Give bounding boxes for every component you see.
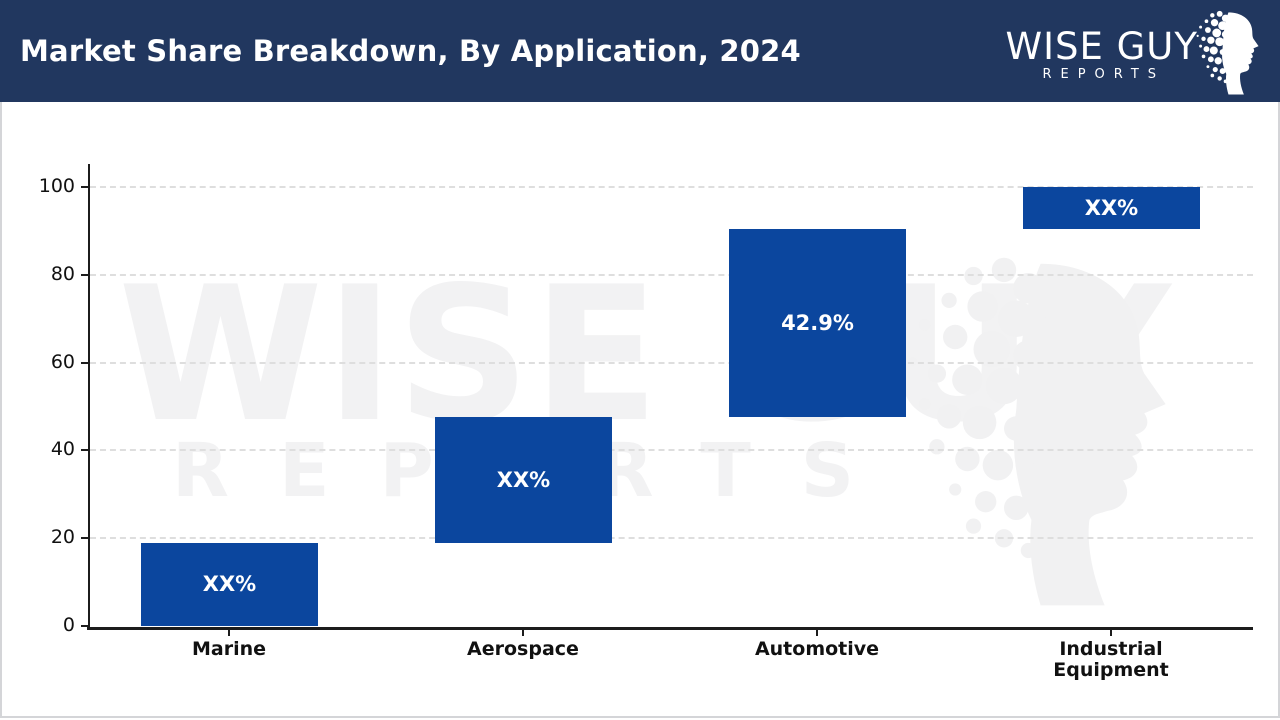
- x-category-label-automotive: Automotive: [754, 638, 880, 660]
- bar-value-label-aerospace: XX%: [496, 467, 551, 492]
- y-tick-100: [81, 186, 88, 188]
- logo-wordmark: WISE GUY: [1005, 25, 1198, 68]
- x-category-label-aerospace: Aerospace: [467, 638, 579, 660]
- x-tick-automotive: [816, 630, 818, 636]
- y-tick-label-40: 40: [50, 438, 75, 461]
- x-category-label-marine: Marine: [191, 638, 267, 660]
- x-tick-industrial-equipment: [1110, 630, 1112, 636]
- y-tick-60: [81, 361, 88, 364]
- bar-value-label-marine: XX%: [202, 572, 257, 597]
- y-tick-label-80: 80: [50, 262, 75, 285]
- y-axis-spine: [88, 164, 90, 630]
- bar-marine: XX%: [141, 542, 318, 626]
- header-bar: Market Share Breakdown, By Application, …: [0, 0, 1280, 102]
- chart-title: Market Share Breakdown, By Application, …: [20, 34, 801, 68]
- x-tick-aerospace: [522, 630, 524, 636]
- dotted-head-icon: [1184, 8, 1270, 96]
- gridline-80: [90, 273, 1253, 276]
- watermark-head-icon: [882, 226, 1187, 631]
- bar-aerospace: XX%: [435, 417, 612, 543]
- x-category-label-industrial-equipment: Industrial Equipment: [1053, 638, 1169, 681]
- gridline-100: [90, 186, 1253, 188]
- y-tick-40: [81, 449, 88, 452]
- y-tick-80: [81, 273, 88, 276]
- y-tick-20: [81, 537, 88, 540]
- y-tick-label-20: 20: [50, 526, 75, 549]
- x-tick-marine: [228, 630, 230, 636]
- logo-text: WISE GUY REPORTS: [1005, 25, 1198, 83]
- bar-automotive: 42.9%: [729, 228, 906, 418]
- logo-subtitle: REPORTS: [1042, 67, 1166, 82]
- x-axis-spine: [87, 627, 1253, 630]
- y-tick-label-60: 60: [50, 350, 75, 373]
- bar-value-label-automotive: 42.9%: [781, 310, 854, 335]
- gridline-20: [90, 537, 1253, 540]
- wise-guy-logo: WISE GUY REPORTS: [1006, 8, 1270, 96]
- bar-value-label-industrial-equipment: XX%: [1084, 195, 1139, 220]
- bar-industrial-equipment: XX%: [1023, 187, 1200, 229]
- gridline-60: [90, 361, 1253, 364]
- y-tick-label-0: 0: [62, 614, 75, 636]
- y-tick-label-100: 100: [38, 175, 75, 197]
- y-tick-0: [81, 625, 88, 627]
- gridline-40: [90, 449, 1253, 452]
